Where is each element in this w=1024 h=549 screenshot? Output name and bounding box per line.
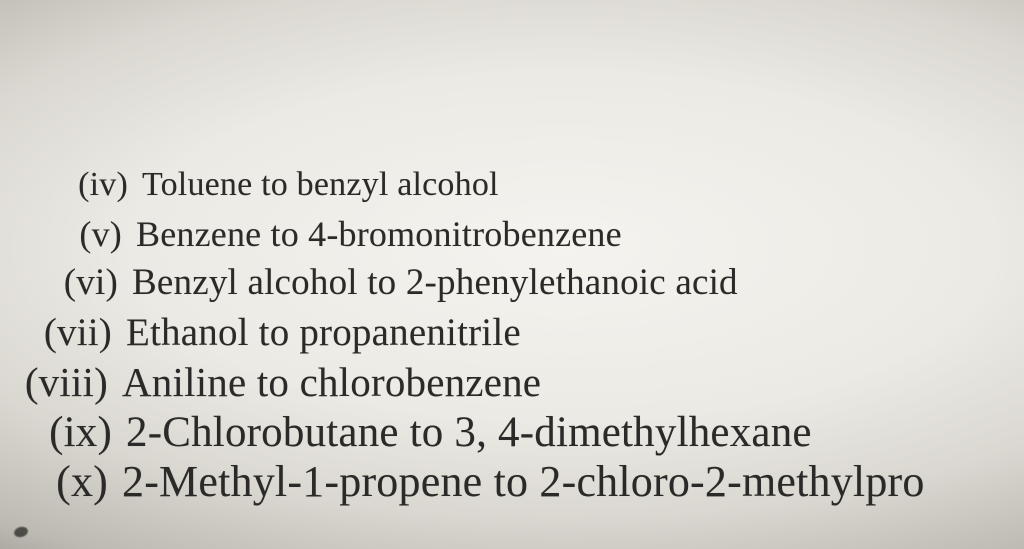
list-item: (ix) 2-Chlorobutane to 3, 4-dimethylhexa…: [0, 411, 1024, 454]
item-text: 2-Chlorobutane to 3, 4-dimethylhexane: [126, 411, 812, 454]
list-item: (vi) Benzyl alcohol to 2-phenylethanoic …: [0, 264, 1024, 301]
item-text: 2-Methyl-1-propene to 2-chloro-2-methylp…: [122, 460, 925, 504]
page: (iv) Toluene to benzyl alcohol (v) Benze…: [0, 0, 1024, 549]
item-marker: (vi): [0, 264, 132, 301]
photo-speck: [13, 525, 29, 538]
item-marker: (ix): [0, 411, 126, 454]
list-item: (vii) Ethanol to propanenitrile: [0, 313, 1024, 352]
list-item: (v) Benzene to 4-bromonitrobenzene: [0, 216, 1024, 252]
list-item: (x) 2-Methyl-1-propene to 2-chloro-2-met…: [0, 460, 1024, 504]
item-marker: (v): [0, 216, 136, 252]
list-item: (iv) Toluene to benzyl alcohol: [0, 168, 1024, 202]
item-marker: (x): [0, 460, 122, 504]
item-text: Toluene to benzyl alcohol: [142, 168, 499, 202]
item-marker: (vii): [0, 313, 126, 352]
list-item: (viii) Aniline to chlorobenzene: [0, 362, 1024, 403]
item-marker: (iv): [0, 168, 142, 202]
item-marker: (viii): [0, 362, 122, 403]
item-text: Benzyl alcohol to 2-phenylethanoic acid: [132, 264, 738, 301]
item-text: Benzene to 4-bromonitrobenzene: [136, 216, 622, 252]
item-text: Aniline to chlorobenzene: [122, 362, 541, 403]
item-text: Ethanol to propanenitrile: [126, 313, 521, 352]
